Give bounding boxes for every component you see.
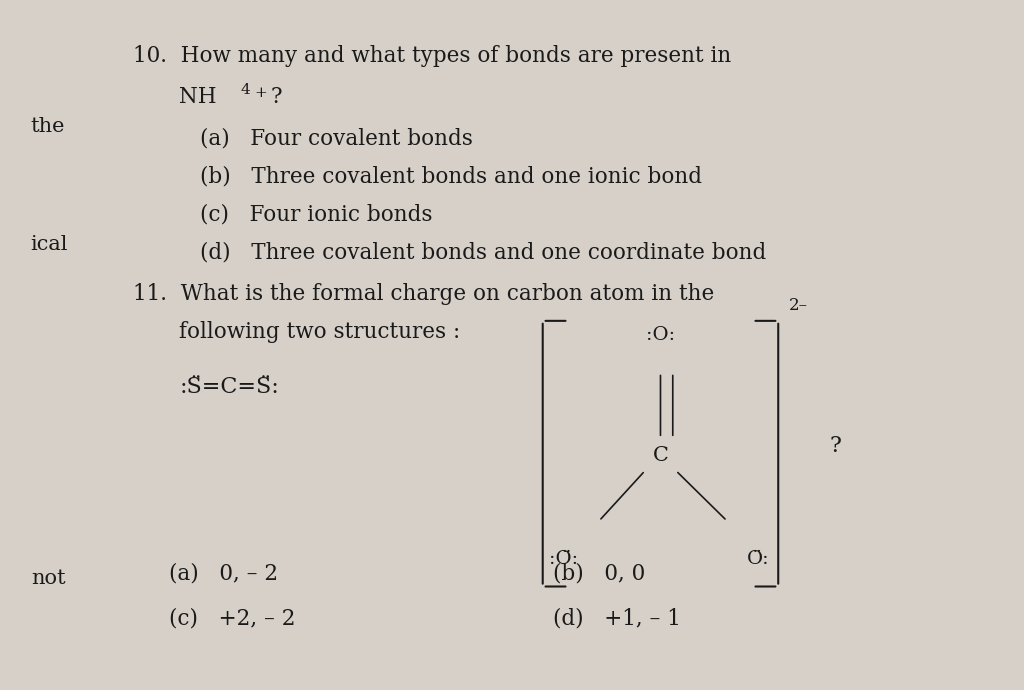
Text: 4: 4 bbox=[241, 83, 251, 97]
Text: (a)   Four covalent bonds: (a) Four covalent bonds bbox=[200, 128, 472, 150]
Text: (b)   Three covalent bonds and one ionic bond: (b) Three covalent bonds and one ionic b… bbox=[200, 166, 701, 188]
Text: 2–: 2– bbox=[788, 297, 808, 314]
Text: 11.  What is the formal charge on carbon atom in the: 11. What is the formal charge on carbon … bbox=[133, 283, 715, 305]
Text: (c)   Four ionic bonds: (c) Four ionic bonds bbox=[200, 204, 432, 226]
Text: (d)   +1, – 1: (d) +1, – 1 bbox=[553, 607, 681, 629]
Text: the: the bbox=[31, 117, 66, 137]
Text: ?: ? bbox=[270, 86, 282, 108]
Text: not: not bbox=[31, 569, 66, 589]
Text: (c)   +2, – 2: (c) +2, – 2 bbox=[169, 607, 296, 629]
Text: :S̈=C=S̈:: :S̈=C=S̈: bbox=[179, 376, 279, 398]
Text: NH: NH bbox=[179, 86, 217, 108]
Text: (b)   0, 0: (b) 0, 0 bbox=[553, 562, 645, 584]
Text: :Ö:: :Ö: bbox=[549, 550, 578, 568]
Text: Ö:: Ö: bbox=[746, 550, 769, 568]
Text: :O:: :O: bbox=[646, 326, 675, 344]
Text: ?: ? bbox=[829, 435, 842, 457]
Text: (d)   Three covalent bonds and one coordinate bond: (d) Three covalent bonds and one coordin… bbox=[200, 241, 766, 264]
Text: (a)   0, – 2: (a) 0, – 2 bbox=[169, 562, 279, 584]
Text: C: C bbox=[652, 446, 669, 465]
Text: ical: ical bbox=[31, 235, 69, 254]
Text: following two structures :: following two structures : bbox=[179, 321, 461, 343]
Text: 10.  How many and what types of bonds are present in: 10. How many and what types of bonds are… bbox=[133, 45, 731, 67]
Text: +: + bbox=[254, 86, 266, 100]
